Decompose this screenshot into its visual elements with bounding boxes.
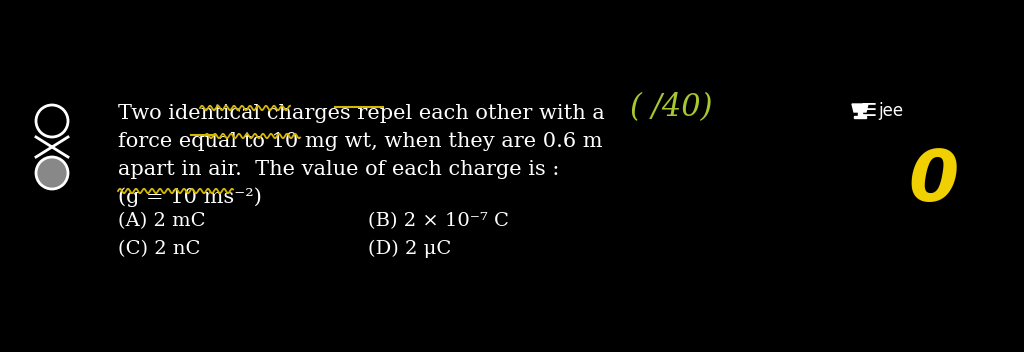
Text: (D) 2 μC: (D) 2 μC [368,240,452,258]
Polygon shape [858,112,862,116]
Text: (A) 2 mC: (A) 2 mC [118,212,206,230]
Text: 0: 0 [908,147,958,216]
Text: ( /40): ( /40) [630,92,713,123]
Text: (g = 10 ms⁻²): (g = 10 ms⁻²) [118,187,262,207]
Polygon shape [854,116,866,118]
Text: jee: jee [878,102,903,120]
Text: (C) 2 nC: (C) 2 nC [118,240,201,258]
Text: force equal to 10 mg wt, when they are 0.6 m: force equal to 10 mg wt, when they are 0… [118,132,603,151]
Polygon shape [852,104,868,112]
Circle shape [36,157,68,189]
Text: ☰: ☰ [860,102,877,120]
Text: (B) 2 × 10⁻⁷ C: (B) 2 × 10⁻⁷ C [368,212,509,230]
Text: Two identical charges repel each other with a: Two identical charges repel each other w… [118,104,605,123]
Text: apart in air.  The value of each charge is :: apart in air. The value of each charge i… [118,160,559,179]
